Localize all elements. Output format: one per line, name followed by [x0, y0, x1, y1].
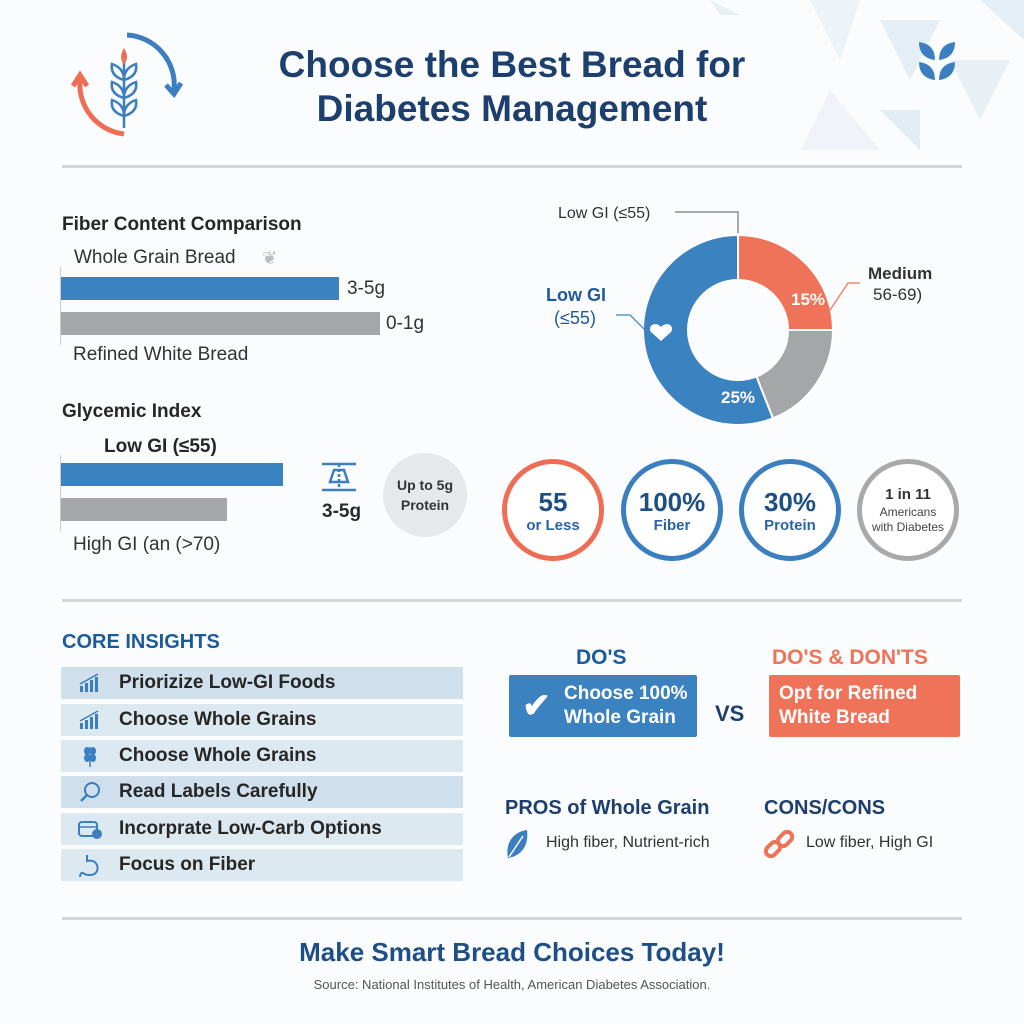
stat-badge: 100% Fiber — [621, 459, 723, 561]
callout-top: Low GI (≤55) — [558, 205, 650, 222]
cons-text: Low fiber, High GI — [806, 834, 934, 851]
stat-value: 100% — [638, 486, 706, 517]
checkmark-icon: ✔ — [522, 687, 551, 725]
low-gi-bar — [61, 463, 283, 486]
insight-label: Choose Whole Grains — [119, 745, 317, 766]
protein-badge: Up to 5g Protein — [383, 453, 467, 537]
callout-line-right — [829, 282, 860, 311]
gi-donut-chart: Low GI (≤55) Low GI (≤55) Medium 56-69) … — [546, 205, 932, 426]
stat-caption: Fiber — [653, 516, 691, 534]
fiber-title: Fiber Content Comparison — [62, 214, 302, 235]
donts-text-line2: White Bread — [779, 707, 890, 728]
vs-label: VS — [715, 701, 745, 726]
refined-bar — [61, 312, 380, 335]
insight-label: Read Labels Carefully — [119, 781, 318, 802]
stat-value: 55 — [538, 486, 568, 517]
stat-badge: 30% Protein — [739, 459, 841, 561]
insight-item: Incorprate Low-Carb Options — [61, 813, 463, 845]
high-gi-label: High GI (an (>70) — [73, 534, 221, 555]
axis-line — [60, 267, 61, 345]
wheat-cycle-icon — [70, 32, 184, 137]
pros-text: High fiber, Nutrient-rich — [546, 834, 710, 851]
donts-title: DO'S & DON'TS — [772, 646, 928, 669]
whole-grain-label: Whole Grain Bread — [74, 247, 236, 268]
magnifier-icon — [61, 781, 119, 803]
divider — [62, 917, 962, 920]
growth-chart-icon — [61, 710, 119, 730]
stat-caption: Protein — [764, 516, 816, 534]
insights-title: CORE INSIGHTS — [62, 631, 220, 653]
scale-value: 3-5g — [322, 501, 362, 522]
wheat-icon — [61, 745, 119, 767]
high-gi-bar — [61, 498, 227, 521]
wheat-icon: ❦ — [262, 248, 278, 268]
whole-grain-value: 3-5g — [347, 278, 386, 299]
callout-line-top — [675, 211, 739, 233]
callout-right-line2: 56-69) — [873, 285, 922, 304]
callout-left-line1: Low GI — [546, 285, 606, 305]
donts-text-line1: Opt for Refined — [779, 683, 918, 704]
callout-left-line2: (≤55) — [554, 308, 596, 328]
callout-right-line1: Medium — [868, 264, 932, 283]
whole-grain-bar — [61, 277, 339, 300]
low-gi-label: Low GI (≤55) — [104, 436, 217, 457]
pros-title: PROS of Whole Grain — [505, 797, 710, 819]
donts-box: Opt for Refined White Bread — [769, 675, 960, 737]
refined-value: 0-1g — [386, 313, 425, 334]
stat-caption: Americans with Diabetes — [871, 505, 945, 534]
slice-label-low: 25% — [721, 388, 755, 407]
divider — [62, 599, 962, 602]
dos-text-line1: Choose 100% — [564, 683, 688, 704]
insight-item: Choose Whole Grains — [61, 740, 463, 772]
page-title-line2: Diabetes Management — [316, 88, 708, 129]
divider — [62, 165, 962, 168]
insight-item: Focus on Fiber — [61, 849, 463, 881]
insight-item: Choose Whole Grains — [61, 704, 463, 736]
insight-label: Priorizize Low-GI Foods — [119, 672, 336, 693]
background-pattern — [710, 0, 1024, 150]
insight-item: Priorizize Low-GI Foods — [61, 667, 463, 699]
growth-chart-icon — [61, 673, 119, 693]
scale-icon — [322, 462, 356, 492]
insight-label: Incorprate Low-Carb Options — [119, 818, 382, 839]
protein-line1: Up to 5g — [397, 477, 453, 493]
leaf-icon — [919, 42, 955, 80]
insight-item: Read Labels Carefully — [61, 776, 463, 808]
bread-icon — [61, 818, 119, 840]
glycemic-title: Glycemic Index — [62, 401, 202, 422]
stat-badge: 1 in 11 Americans with Diabetes — [857, 459, 959, 561]
refined-label: Refined White Bread — [73, 344, 249, 365]
stat-value: 30% — [763, 486, 817, 517]
dos-title: DO'S — [576, 646, 627, 669]
protein-line2: Protein — [400, 497, 450, 513]
footer-source: Source: National Institutes of Health, A… — [313, 977, 711, 992]
insight-label: Choose Whole Grains — [119, 709, 317, 730]
dos-text-line2: Whole Grain — [564, 707, 676, 728]
donut-slice-2 — [642, 233, 775, 426]
stomach-icon — [61, 853, 119, 877]
page-title-line1: Choose the Best Bread for — [278, 44, 746, 85]
axis-line — [60, 455, 61, 532]
stat-value: 1 in 11 — [885, 486, 931, 503]
donut-slice-0 — [737, 233, 835, 331]
callout-line-left — [616, 314, 646, 331]
slice-label-medium: 15% — [791, 290, 825, 309]
stat-caption: or Less — [526, 516, 580, 534]
stat-badge: 55 or Less — [502, 459, 604, 561]
broken-chain-icon — [763, 829, 795, 859]
cons-title: CONS/CONS — [764, 797, 886, 819]
heart-icon — [650, 324, 672, 341]
dos-box: ✔ Choose 100% Whole Grain — [509, 675, 697, 737]
leaf-icon — [507, 830, 528, 858]
insight-label: Focus on Fiber — [119, 854, 256, 875]
footer-cta: Make Smart Bread Choices Today! — [299, 937, 725, 967]
